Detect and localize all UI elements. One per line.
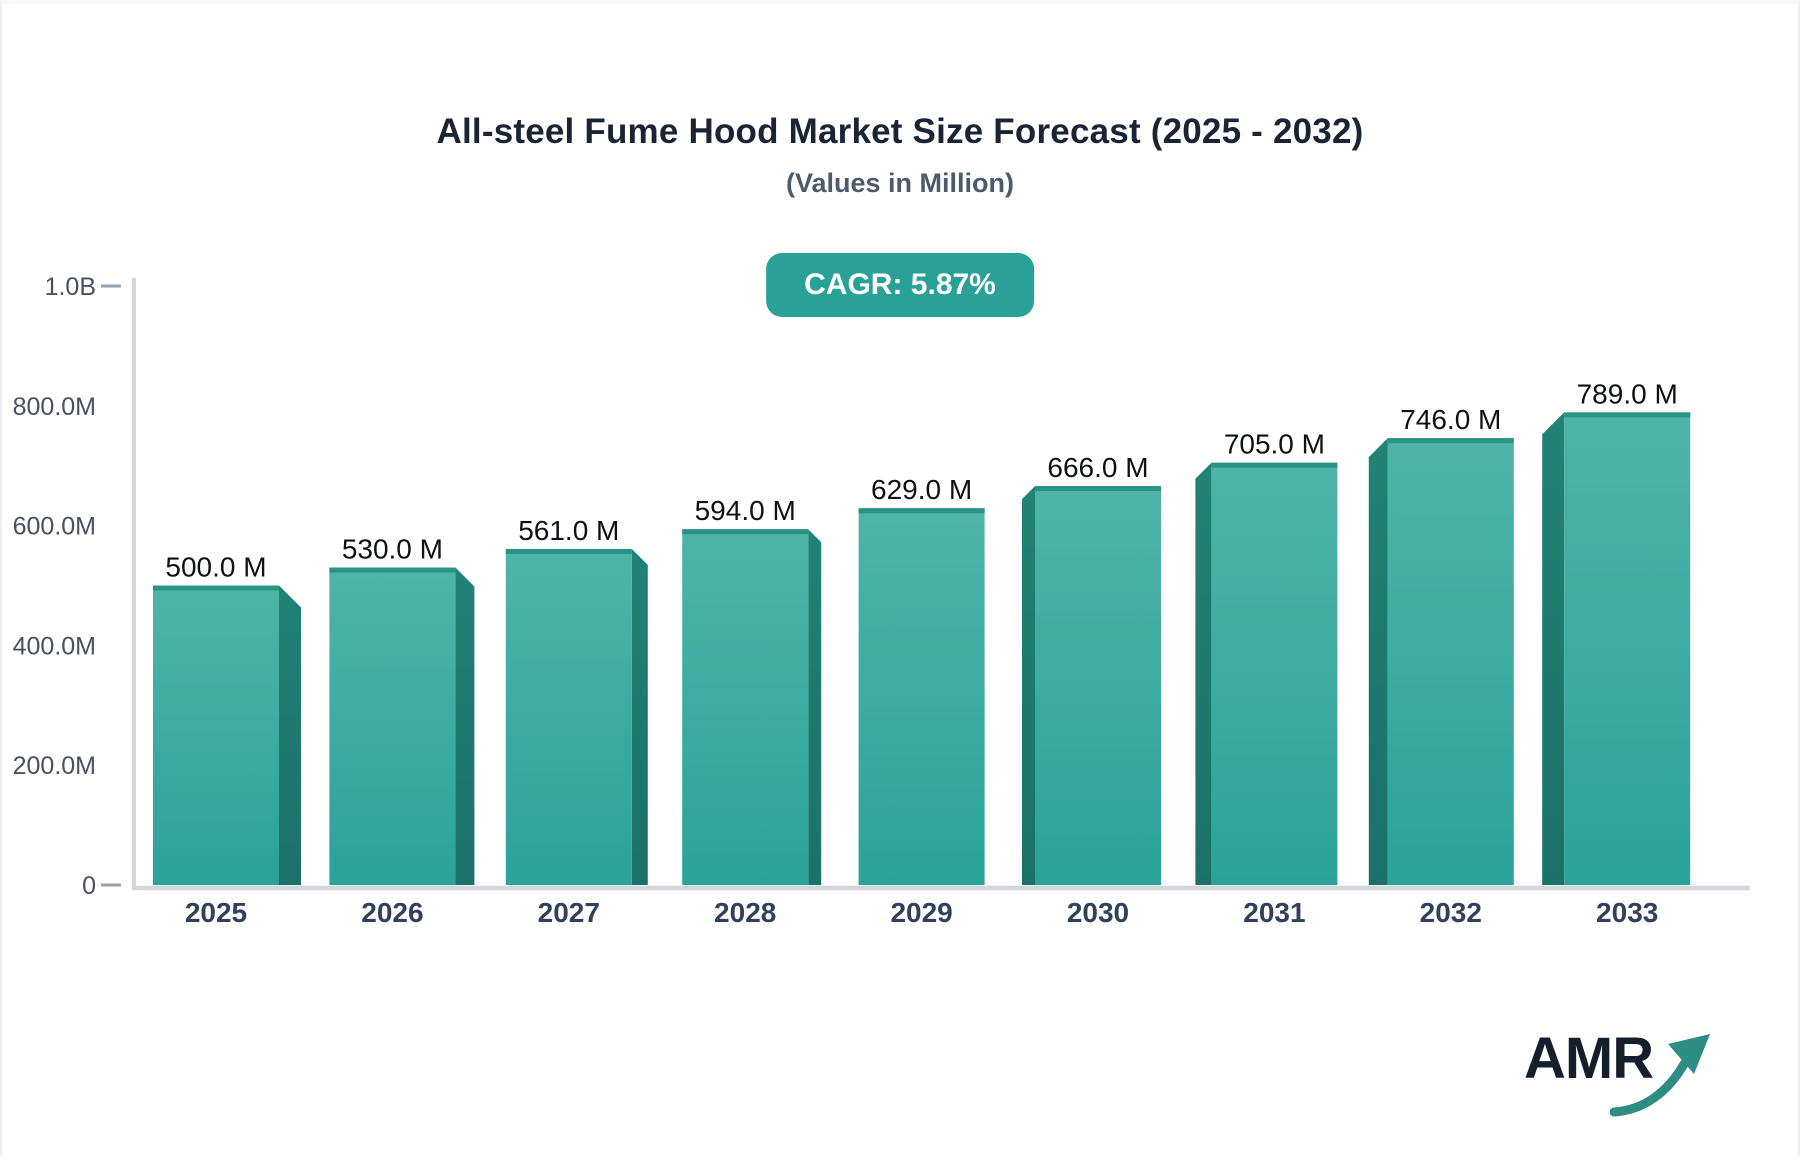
bar-2031: [1211, 462, 1338, 885]
bar-2032: [1387, 438, 1514, 885]
bar-value-label: 705.0 M: [1224, 429, 1325, 460]
y-axis-label: 200.0M: [13, 752, 96, 780]
bar-2027: [505, 548, 632, 885]
bar-value-label: 789.0 M: [1577, 378, 1678, 409]
bar-side-face: [455, 567, 475, 885]
bar-top-edge: [858, 508, 985, 514]
y-axis-label: 400.0M: [13, 632, 96, 660]
cagr-badge: CAGR: 5.87%: [766, 253, 1034, 317]
bar-top-edge: [153, 585, 279, 591]
x-axis-label: 2029: [890, 897, 952, 928]
x-axis-label: 2026: [361, 897, 423, 928]
bar-side-face: [1542, 412, 1565, 885]
bar-value-label: 561.0 M: [518, 515, 619, 546]
bar-2028: [682, 529, 809, 885]
x-axis-label: 2028: [714, 897, 776, 928]
bar-value-label: 594.0 M: [695, 495, 796, 526]
bar-top-edge: [1564, 412, 1691, 418]
bar-top-edge: [329, 567, 456, 573]
bar-value-label: 530.0 M: [342, 534, 443, 565]
x-axis-label: 2025: [185, 897, 247, 928]
y-axis-label: 600.0M: [13, 513, 96, 541]
chart-title: All-steel Fume Hood Market Size Forecast…: [436, 112, 1364, 151]
x-axis-label: 2031: [1243, 897, 1305, 928]
x-axis-label: 2030: [1067, 897, 1129, 928]
bar-value-label: 500.0 M: [165, 552, 266, 583]
amr-logo-text: AMR: [1524, 1026, 1654, 1091]
bar-side-face: [279, 585, 301, 885]
bar-value-label: 629.0 M: [871, 474, 972, 505]
y-axis-label: 800.0M: [13, 393, 96, 421]
x-axis-label: 2032: [1420, 897, 1482, 928]
bar-value-label: 746.0 M: [1400, 404, 1501, 435]
x-axis-label: 2027: [538, 897, 600, 928]
bar-side-face: [808, 529, 822, 885]
bar-value-label: 666.0 M: [1047, 452, 1148, 483]
y-axis-label: 0: [82, 872, 96, 900]
bar-2029: [858, 508, 985, 885]
bar-top-edge: [682, 529, 809, 535]
bar-2033: [1564, 412, 1691, 885]
bar-side-face: [631, 548, 648, 885]
bar-top-edge: [1035, 486, 1161, 492]
x-axis-label: 2033: [1596, 897, 1658, 928]
bar-top-edge: [505, 548, 632, 554]
bar-side-face: [1022, 486, 1035, 885]
bar-side-face: [1368, 438, 1388, 885]
bar-top-edge: [1387, 438, 1514, 444]
amr-logo: AMR: [1524, 1030, 1734, 1130]
bar-2026: [329, 567, 456, 885]
bar-2025: [153, 585, 279, 885]
bar-side-face: [1195, 462, 1212, 885]
bar-2030: [1035, 486, 1161, 885]
bar-top-edge: [1211, 462, 1338, 468]
chart-subtitle: (Values in Million): [785, 168, 1015, 198]
plot-area: 1.0B 800.0M 600.0M 400.0M 200.0M 0 500.0 M 2025…: [13, 273, 1750, 928]
growth-arrow-icon: [1610, 1034, 1710, 1117]
y-axis-label: 1.0B: [45, 273, 96, 301]
